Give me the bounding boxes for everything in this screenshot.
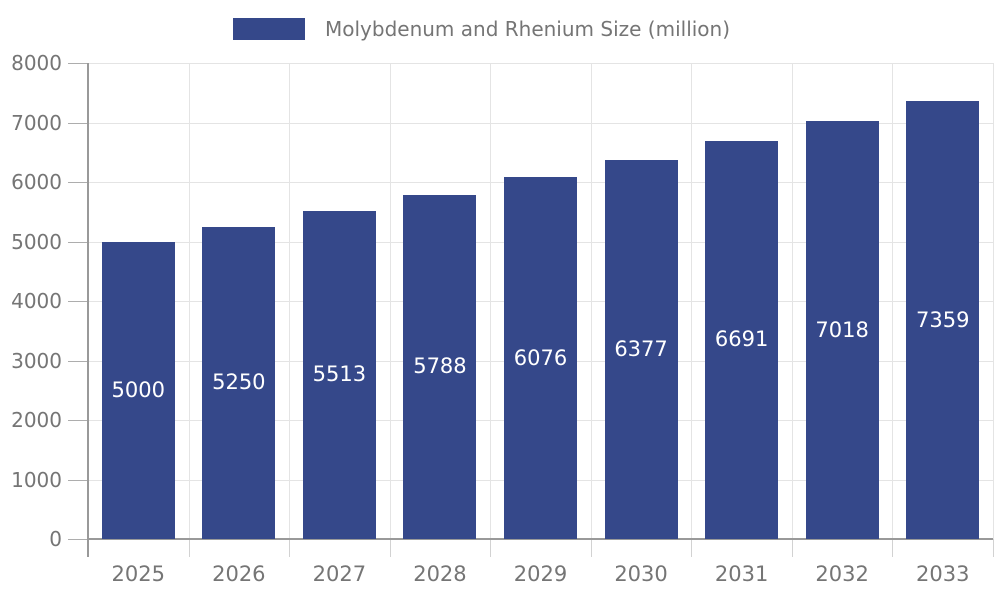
x-axis-tick [188,539,190,557]
x-axis-line [88,538,993,540]
x-axis-category-label: 2025 [111,562,165,586]
y-axis-tick-label: 0 [49,527,62,551]
bar[interactable]: 6076 [504,177,577,539]
x-axis-category-label: 2028 [413,562,467,586]
x-axis-category-label: 2031 [714,562,769,586]
bar-value-label: 5788 [413,354,467,379]
bar-value-label: 7018 [815,317,869,342]
x-gridline [791,63,793,539]
bar-value-label: 6076 [513,345,568,370]
y-axis-line [87,63,89,557]
bar[interactable]: 6377 [604,159,678,539]
x-gridline [691,63,693,539]
bar[interactable]: 5250 [202,226,276,539]
bar[interactable]: 5788 [403,194,477,539]
bar-value-label: 6691 [714,327,769,352]
x-gridline [289,63,291,539]
x-axis-tick [691,539,693,557]
y-axis-tick [68,63,88,64]
x-axis-tick [892,539,894,557]
x-axis-category-label: 2033 [915,562,970,586]
y-axis-tick [68,241,88,243]
y-gridline [88,63,993,64]
y-axis-tick-label: 1000 [11,467,62,492]
x-axis-tick [490,539,492,557]
bar-value-label: 6377 [614,336,668,361]
bar[interactable]: 7359 [906,101,980,539]
y-axis-tick [68,539,88,540]
bar-value-label: 7359 [915,307,970,332]
legend-item[interactable]: Molybdenum and Rhenium Size (million) [233,17,730,41]
y-axis-tick-label: 8000 [11,51,62,75]
x-axis-tick [993,539,994,557]
bar-value-label: 5513 [312,362,367,387]
y-axis-tick [68,301,88,302]
x-gridline [892,63,894,539]
bar-value-label: 5250 [212,370,266,395]
x-gridline [993,63,994,539]
y-axis-tick [68,360,88,362]
y-axis-tick [68,182,88,183]
x-axis-tick [791,539,793,557]
x-gridline [389,63,391,539]
y-axis-tick-label: 3000 [11,348,62,373]
y-axis-tick [68,420,88,421]
x-axis-category-label: 2032 [815,562,869,586]
x-axis-tick [590,539,592,557]
bar-value-label: 5000 [111,377,165,402]
x-axis-tick [389,539,391,557]
x-axis-category-label: 2026 [212,562,266,586]
x-gridline [188,63,190,539]
x-axis-category-label: 2029 [513,562,568,586]
bar[interactable]: 7018 [805,121,879,539]
y-axis-tick-label: 4000 [11,289,62,313]
y-axis-tick [68,122,88,124]
x-axis-category-label: 2030 [614,562,668,586]
y-axis-tick [68,479,88,481]
x-gridline [590,63,592,539]
y-gridline [88,122,993,124]
x-axis-category-label: 2027 [312,562,367,586]
y-axis-tick-label: 2000 [11,408,62,432]
bar[interactable]: 5000 [101,241,175,539]
y-axis-tick-label: 5000 [11,229,62,254]
legend-swatch-icon [233,18,305,40]
bar[interactable]: 5513 [302,210,376,539]
y-axis-tick-label: 7000 [11,110,62,135]
bar[interactable]: 6691 [705,140,779,539]
plot-area: 5000 5250 5513 5788 6076 6377 6691 7018 7359 [88,63,993,539]
y-axis-tick-label: 6000 [11,170,62,194]
x-gridline [490,63,492,539]
x-axis-tick [289,539,291,557]
legend-label: Molybdenum and Rhenium Size (million) [325,17,731,41]
